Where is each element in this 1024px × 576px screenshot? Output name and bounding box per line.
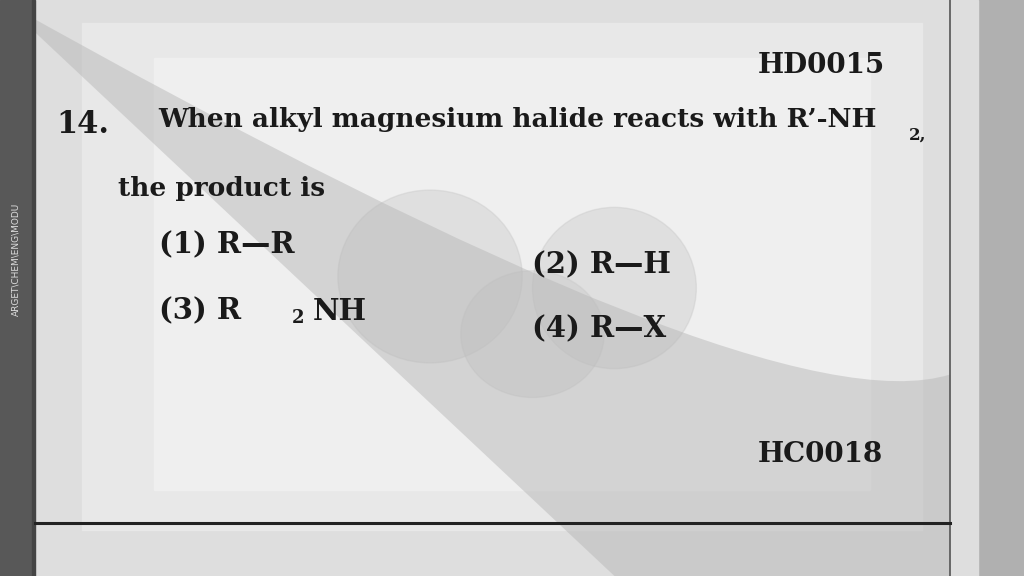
Text: the product is: the product is xyxy=(118,176,325,200)
Bar xyxy=(154,58,870,490)
Ellipse shape xyxy=(338,190,522,363)
Text: (2) R—H: (2) R—H xyxy=(532,251,672,279)
Text: 14.: 14. xyxy=(56,109,110,141)
Text: HD0015: HD0015 xyxy=(758,52,885,79)
Ellipse shape xyxy=(532,207,696,369)
Text: (3) R: (3) R xyxy=(159,297,241,325)
PathPatch shape xyxy=(614,374,950,576)
Text: HC0018: HC0018 xyxy=(758,441,883,468)
Text: (4) R—X: (4) R—X xyxy=(532,314,667,343)
Bar xyxy=(82,23,922,530)
Text: NH: NH xyxy=(312,297,367,325)
Text: When alkyl magnesium halide reacts with R’-NH: When alkyl magnesium halide reacts with … xyxy=(159,107,878,131)
Text: 2: 2 xyxy=(292,309,304,327)
Text: (1) R—R: (1) R—R xyxy=(159,230,294,259)
Text: ARGET\CHEM\ENG\MODU: ARGET\CHEM\ENG\MODU xyxy=(12,203,20,316)
Bar xyxy=(32,0,35,576)
Text: 2,: 2, xyxy=(909,127,927,144)
Bar xyxy=(0,0,33,576)
Ellipse shape xyxy=(461,271,604,397)
